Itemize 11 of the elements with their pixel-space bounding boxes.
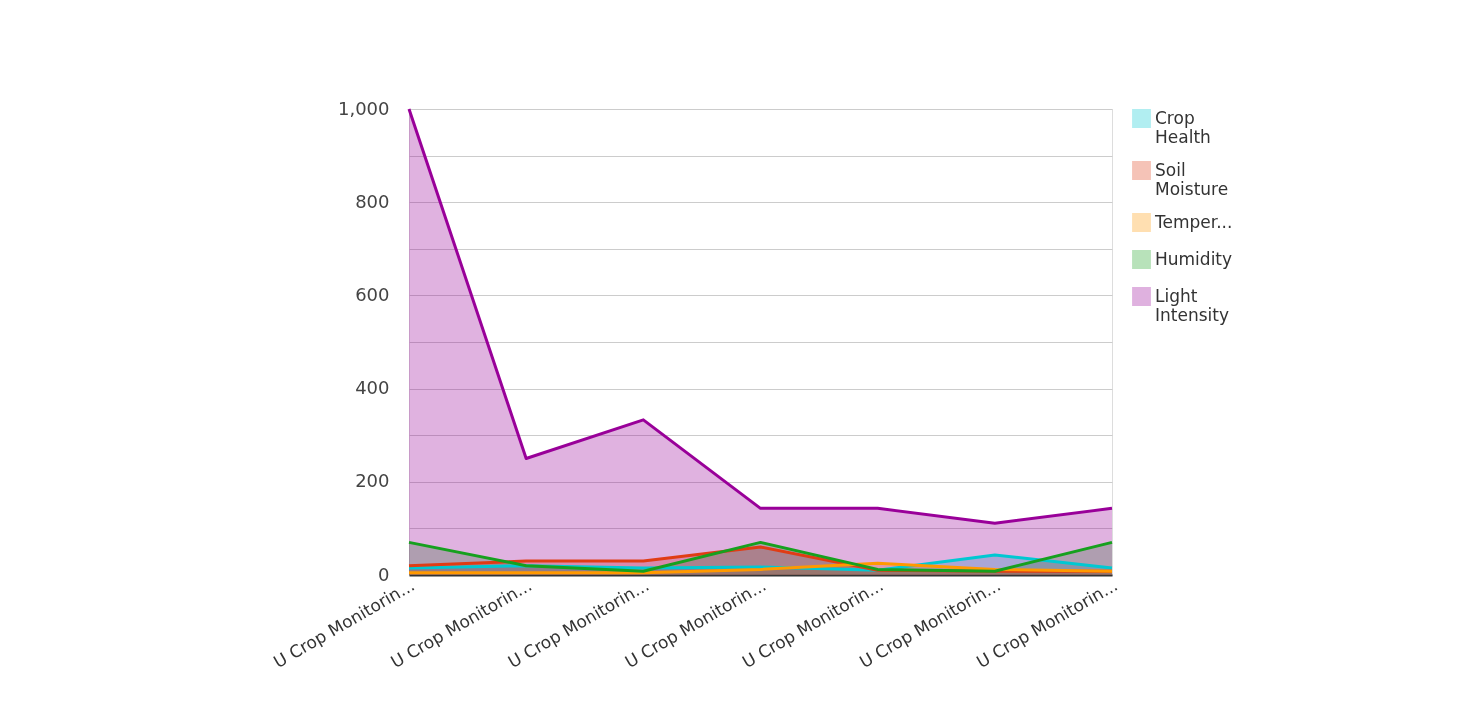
y-tick-label: 800 (355, 190, 390, 212)
legend-label: Light Intensity (1155, 285, 1229, 325)
y-tick-label: 600 (355, 283, 390, 305)
legend-label: Humidity (1155, 248, 1233, 269)
y-tick-label: 200 (355, 470, 390, 492)
y-tick-label: 0 (378, 563, 390, 585)
y-tick-label: 400 (355, 377, 390, 399)
legend-label: Soil Moisture (1155, 159, 1229, 199)
y-tick-label: 1,000 (337, 97, 390, 119)
legend-label: Temper... (1154, 211, 1233, 232)
legend-label: Crop Health (1155, 107, 1211, 147)
